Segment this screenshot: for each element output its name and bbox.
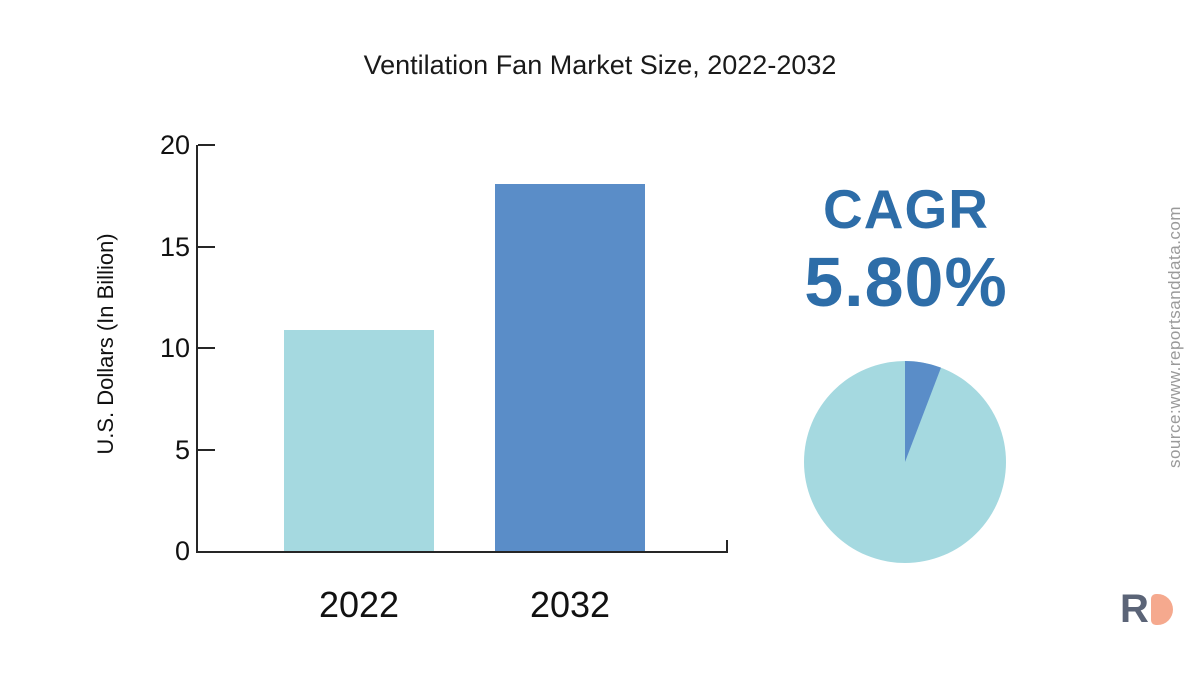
x-tick-label: 2022 — [318, 584, 400, 625]
x-axis-line — [196, 551, 728, 553]
pie-cagr-slice — [905, 360, 941, 462]
x-tick-label: 2032 — [529, 584, 611, 625]
y-tick-mark — [198, 245, 215, 248]
pie-chart — [804, 360, 1006, 563]
cagr-value: 5.80% — [804, 243, 1008, 321]
y-tick-label: 15 — [159, 231, 190, 262]
logo-letter: R — [1120, 587, 1149, 631]
cagr-block: CAGR 5.80% — [750, 178, 1062, 321]
bar-2032 — [495, 183, 645, 551]
chart-title: Ventilation Fan Market Size, 2022-2032 — [363, 50, 837, 80]
bar-2022 — [284, 329, 434, 551]
y-tick-label: 20 — [159, 130, 190, 160]
y-tick-label: 0 — [174, 536, 190, 566]
y-tick-mark — [198, 347, 215, 349]
cagr-label: CAGR — [823, 178, 989, 240]
y-tick-mark — [198, 144, 215, 146]
source-credit: source:www.reportsanddata.com — [1165, 205, 1184, 469]
logo: R — [1120, 589, 1173, 629]
y-tick-label: 10 — [159, 333, 190, 363]
y-tick-mark — [198, 448, 215, 451]
y-tick-label: 5 — [174, 434, 190, 465]
x-axis-end-tick — [726, 540, 728, 552]
logo-half-disc-icon — [1150, 593, 1173, 625]
y-axis-line — [196, 145, 198, 553]
